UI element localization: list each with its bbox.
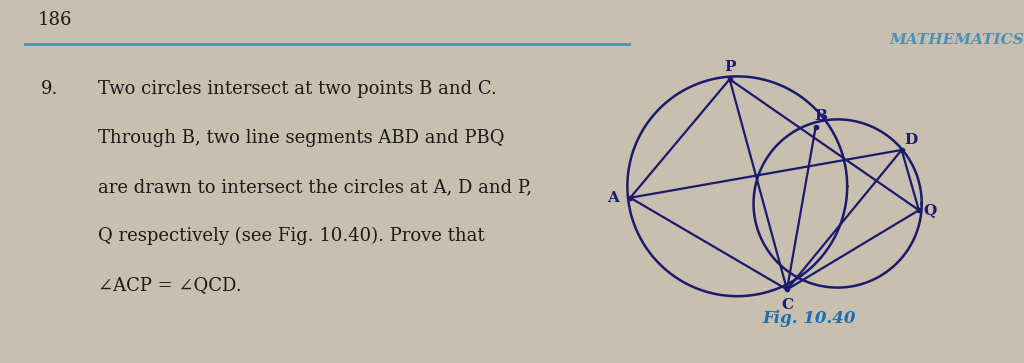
Text: Fig. 10.40: Fig. 10.40 — [762, 310, 856, 327]
Text: ∠ACP = ∠QCD.: ∠ACP = ∠QCD. — [98, 276, 242, 294]
Text: Q: Q — [924, 203, 937, 217]
Text: B: B — [814, 109, 827, 123]
Text: A: A — [607, 191, 618, 205]
Text: Q respectively (see Fig. 10.40). Prove that: Q respectively (see Fig. 10.40). Prove t… — [98, 227, 485, 245]
Text: Through B, two line segments ABD and PBQ: Through B, two line segments ABD and PBQ — [98, 129, 505, 147]
Text: are drawn to intersect the circles at A, D and P,: are drawn to intersect the circles at A,… — [98, 178, 532, 196]
Text: 9.: 9. — [41, 80, 58, 98]
Text: 186: 186 — [38, 11, 73, 29]
Text: P: P — [724, 60, 735, 74]
Text: C: C — [781, 298, 793, 312]
Text: D: D — [904, 134, 918, 147]
Text: Two circles intersect at two points B and C.: Two circles intersect at two points B an… — [98, 80, 498, 98]
Text: MATHEMATICS: MATHEMATICS — [889, 33, 1024, 47]
